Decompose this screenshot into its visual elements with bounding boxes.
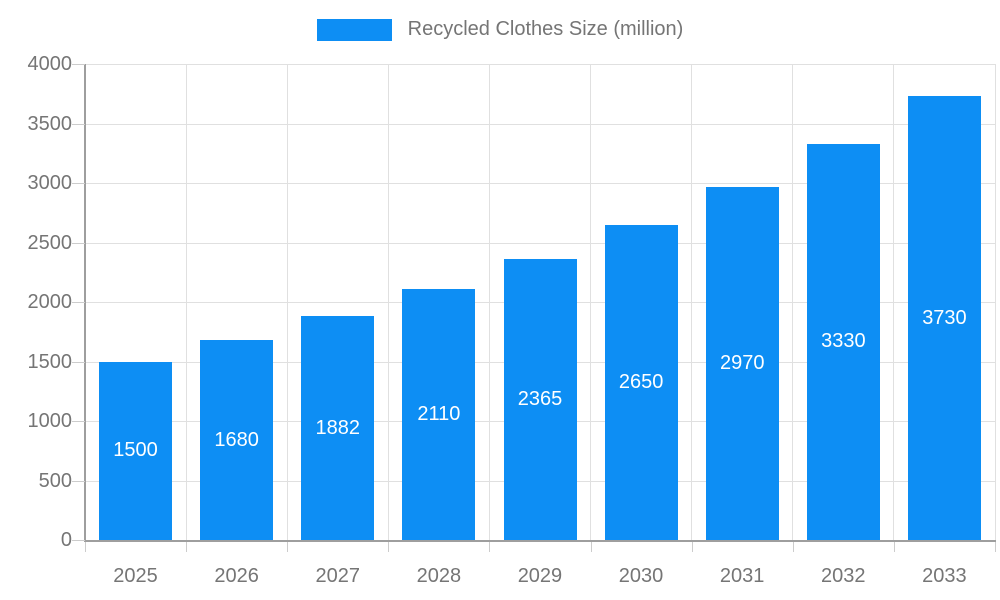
plot-area: 1500 1680 1882 2110 2365 2650 2970 3330 3730 (85, 64, 996, 540)
x-axis-label: 2031 (719, 565, 765, 587)
x-axis-label: 2026 (214, 565, 259, 587)
x-axis-label: 2032 (821, 565, 866, 587)
x-axis-line (84, 540, 996, 542)
y-axis-label: 1000 (27, 410, 73, 432)
legend-label: Recycled Clothes Size (million) (407, 18, 684, 40)
bar-2028[interactable]: 2110 (402, 288, 476, 540)
y-axis-tick (72, 183, 85, 184)
h-gridline (85, 183, 995, 184)
x-axis-tick (186, 542, 188, 552)
legend: Recycled Clothes Size (million) (0, 18, 1000, 41)
bar-2033[interactable]: 3730 (907, 96, 981, 540)
bar-2031[interactable]: 2970 (705, 186, 779, 540)
y-axis-tick (72, 242, 85, 244)
bar-value-label: 3730 (922, 306, 967, 329)
y-axis-tick (72, 480, 85, 482)
h-gridline (85, 242, 995, 244)
y-axis-label: 500 (38, 469, 72, 492)
y-axis-tick (72, 421, 85, 422)
x-axis-label: 2027 (315, 565, 360, 587)
x-axis-tick (792, 542, 794, 552)
v-gridline (691, 64, 693, 540)
x-axis-tick (85, 542, 86, 552)
y-axis-tick (72, 540, 85, 541)
bar-value-label: 1882 (315, 416, 361, 439)
v-gridline (792, 64, 794, 540)
x-axis-tick (691, 542, 693, 552)
h-gridline (85, 123, 995, 125)
bar-value-label: 2110 (417, 402, 461, 425)
bar-2025[interactable]: 1500 (99, 361, 173, 540)
v-gridline (286, 64, 288, 540)
x-axis-tick (893, 542, 895, 552)
y-axis-label: 2000 (27, 291, 73, 313)
y-axis-label: 3500 (27, 112, 73, 135)
bar-value-label: 2650 (618, 370, 664, 393)
bar-2027[interactable]: 1882 (301, 316, 375, 540)
legend-swatch (316, 18, 392, 41)
x-axis-label: 2028 (416, 565, 462, 587)
bar-value-label: 2970 (719, 351, 765, 374)
bar-value-label: 2365 (517, 387, 563, 410)
x-axis-tick (995, 542, 996, 552)
bar-2032[interactable]: 3330 (806, 143, 880, 540)
x-axis-label: 2033 (922, 565, 967, 587)
v-gridline (185, 64, 187, 540)
y-axis-tick (72, 64, 85, 65)
bar-2029[interactable]: 2365 (503, 258, 577, 540)
y-axis-tick (72, 302, 85, 303)
bar-2030[interactable]: 2650 (604, 224, 678, 540)
y-axis-label: 1500 (27, 350, 73, 373)
y-axis-line (84, 64, 86, 542)
x-axis-tick (388, 542, 390, 552)
bar-value-label: 1680 (214, 428, 259, 451)
x-axis-label: 2025 (113, 565, 158, 587)
v-gridline (488, 64, 490, 540)
v-gridline (893, 64, 895, 540)
x-axis-tick (287, 542, 289, 552)
y-axis-label: 2500 (27, 231, 73, 254)
h-gridline (85, 64, 995, 65)
x-axis-label: 2029 (517, 565, 563, 587)
bar-value-label: 3330 (821, 330, 866, 353)
v-gridline (994, 64, 996, 540)
v-gridline (590, 64, 592, 540)
y-axis-tick (72, 361, 85, 363)
y-axis-tick (72, 123, 85, 125)
x-axis-tick (590, 542, 592, 552)
y-axis-label: 4000 (27, 53, 73, 75)
y-axis-label: 3000 (27, 172, 73, 194)
v-gridline (387, 64, 389, 540)
x-axis-tick (489, 542, 491, 552)
y-axis-label: 0 (60, 529, 72, 551)
bar-value-label: 1500 (113, 439, 158, 462)
bar-2026[interactable]: 1680 (200, 340, 274, 540)
x-axis-label: 2030 (618, 565, 664, 587)
